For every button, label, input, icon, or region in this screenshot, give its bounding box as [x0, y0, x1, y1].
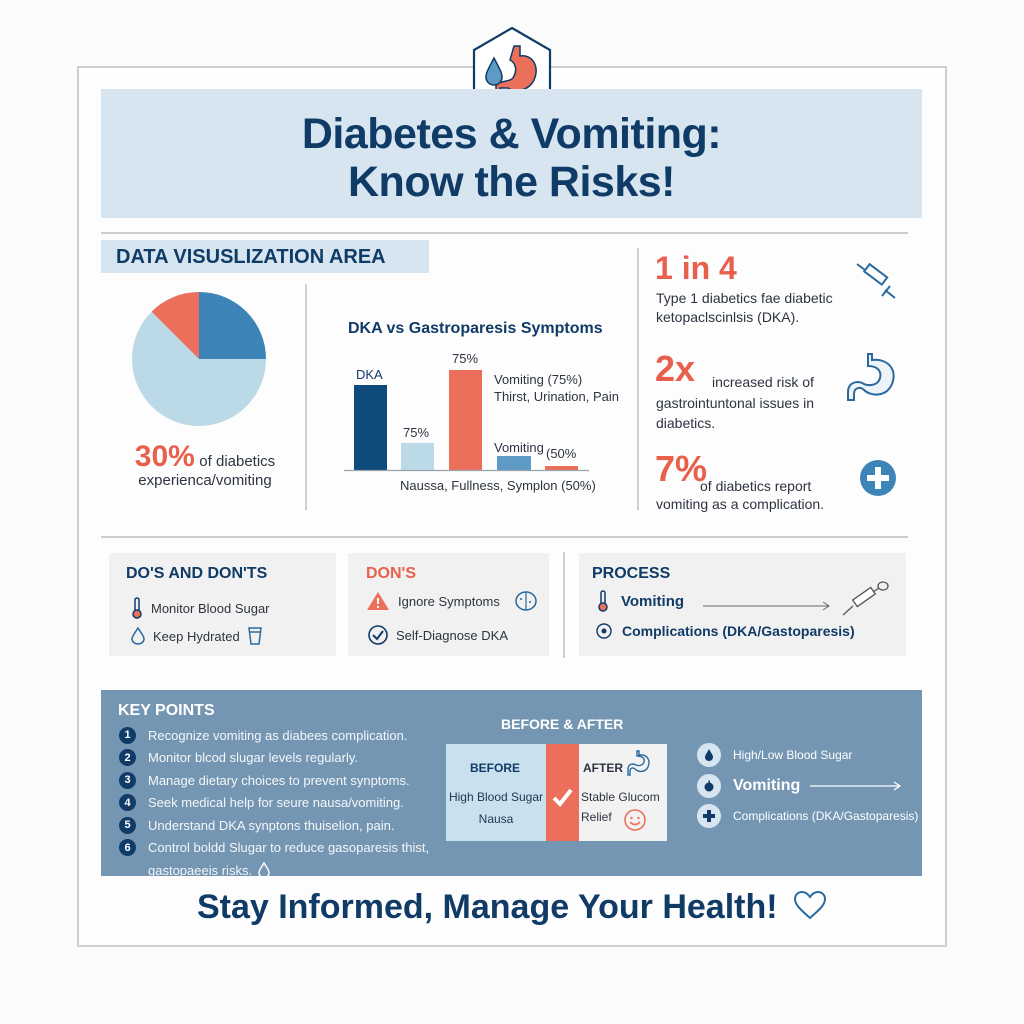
thermometer-icon [132, 597, 142, 619]
pie-slice-red [151, 291, 199, 359]
key-points-heading: KEY POINTS [118, 702, 215, 719]
title-line-1: Diabetes & Vomiting: [301, 110, 722, 158]
stat-3-value: 7% [655, 448, 708, 489]
dos-box: DO'S AND DON'TS Monitor Blood Sugar Keep… [109, 553, 336, 656]
section-label-data-viz: DATA VISUSLIZATION AREA [101, 240, 429, 273]
divider-vertical [305, 284, 307, 510]
bar-2 [401, 443, 434, 470]
flow-item-vomiting: Vomiting [697, 774, 902, 798]
list-item: 2 Monitor blcod slugar levels regularly. [119, 747, 439, 770]
bar-label-3: 75% [452, 351, 479, 366]
droplet-icon [697, 743, 721, 767]
pie-stat-text-2: experienca/vomiting [138, 472, 272, 489]
arrow-right-icon [703, 598, 831, 611]
title-line-2: Know the Risks! [348, 158, 676, 206]
gear-badge-icon [596, 623, 612, 639]
pie-chart [131, 291, 267, 427]
divider-vertical-2 [637, 248, 639, 510]
after-panel: AFTER Stable Glucom Relief [579, 744, 667, 841]
bar-annotation-vomiting-75: Vomiting (75%) [494, 372, 583, 387]
process-step-vomiting: Vomiting [597, 590, 684, 612]
before-after-heading: BEFORE & AFTER [501, 716, 624, 732]
divider-vertical-3 [563, 552, 565, 658]
bar-3 [449, 370, 482, 470]
medical-cross-icon [697, 804, 721, 828]
stat-2-text-inline: increased risk of [712, 374, 814, 390]
bar-label-2: 75% [403, 425, 430, 440]
list-item: 3 Manage dietary choices to prevent synpt… [119, 769, 439, 792]
bar-4 [497, 456, 531, 470]
bar-5 [545, 466, 578, 470]
warning-icon [367, 592, 389, 610]
key-points-panel: KEY POINTS 1 Recognize vomiting as diabee… [101, 690, 922, 878]
divider-2 [101, 536, 908, 538]
thermometer-icon [598, 590, 608, 612]
bar-label-50: (50% [546, 446, 577, 461]
bar-annotation-thirst: Thirst, Urination, Pain [494, 389, 619, 404]
footer-tagline: Stay Informed, Manage Your Health! [77, 888, 947, 927]
stat-1-value: 1 in 4 [655, 250, 737, 286]
bar-chart [344, 350, 594, 490]
pie-stat-text: of diabetics [199, 453, 276, 470]
checkmark-icon [552, 788, 573, 808]
bar-chart-title: DKA vs Gastroparesis Symptoms [348, 320, 603, 337]
donts-heading: DON'S [366, 565, 417, 582]
droplet-icon [258, 862, 270, 878]
stomach-icon [627, 750, 650, 776]
list-item: 1 Recognize vomiting as diabees complicat… [119, 724, 439, 747]
arrow-right-icon [810, 781, 902, 791]
stat-3-text: vomiting as a complication. [656, 496, 825, 512]
page-title: Diabetes & Vomiting: Know the Risks! [101, 110, 922, 206]
check-circle-icon [368, 625, 388, 645]
before-panel: BEFORE High Blood Sugar Nausa [446, 744, 546, 841]
donts-item-ignore: Ignore Symptoms [366, 590, 538, 612]
cup-icon [247, 627, 262, 645]
dos-item-monitor: Monitor Blood Sugar [131, 597, 270, 619]
process-heading: PROCESS [592, 565, 671, 582]
process-box: PROCESS Vomiting Complications (DKA/Gast… [579, 553, 906, 656]
divider [101, 232, 908, 234]
flow-item-complications: Complications (DKA/Gastoparesis) [697, 804, 918, 828]
stat-2-text: gastrointuntonal issues in diabetics. [656, 395, 814, 431]
syringe-icon [841, 579, 891, 624]
list-item: 6 Control boldd Slugar to reduce gasopare… [119, 837, 439, 860]
process-step-complications: Complications (DKA/Gastoparesis) [596, 623, 855, 639]
list-item: 5 Understand DKA synptons thuiselion, pai… [119, 814, 439, 837]
stomach-icon [846, 352, 900, 409]
bar-label-vomiting: Vomiting [494, 440, 544, 455]
dos-item-hydrate: Keep Hydrated [131, 627, 262, 645]
pie-slice-dark-blue [199, 292, 266, 359]
stat-3-text-inline: of diabetics report [700, 478, 812, 494]
list-item: 4 Seek medical help for seure nausa/vomit… [119, 792, 439, 815]
syringe-icon [855, 262, 899, 307]
pie-stat: 30% of diabetics experienca/vomiting [115, 440, 295, 489]
check-divider [546, 744, 579, 841]
flow-item-blood-sugar: High/Low Blood Sugar [697, 743, 852, 767]
title-banner [101, 89, 922, 218]
list-item-continuation: gastopaeeis risks. [119, 859, 439, 882]
donts-item-self-diagnose: Self-Diagnose DKA [368, 625, 508, 645]
apple-icon [697, 774, 721, 798]
stat-2-value: 2x [655, 348, 696, 389]
bar-x-caption: Naussa, Fullness, Symplon (50%) [400, 478, 596, 493]
bar-dka [354, 385, 387, 470]
donts-box: DON'S Ignore Symptoms Self-Diagnose DKA [348, 553, 549, 656]
droplet-icon [131, 627, 145, 645]
brain-icon [515, 591, 537, 611]
dos-heading: DO'S AND DON'TS [126, 565, 268, 582]
smiley-icon [624, 809, 646, 831]
medical-cross-icon [860, 460, 896, 496]
heart-outline-icon [794, 890, 827, 920]
pie-stat-value: 30% [134, 440, 195, 473]
key-points-list: 1 Recognize vomiting as diabees complicat… [119, 724, 439, 882]
stat-1-text: Type 1 diabetics fae diabetic ketopaclsc… [656, 290, 833, 325]
bar-label-dka: DKA [356, 367, 383, 382]
before-after-comparison: BEFORE High Blood Sugar Nausa AFTER Stab… [446, 744, 667, 841]
